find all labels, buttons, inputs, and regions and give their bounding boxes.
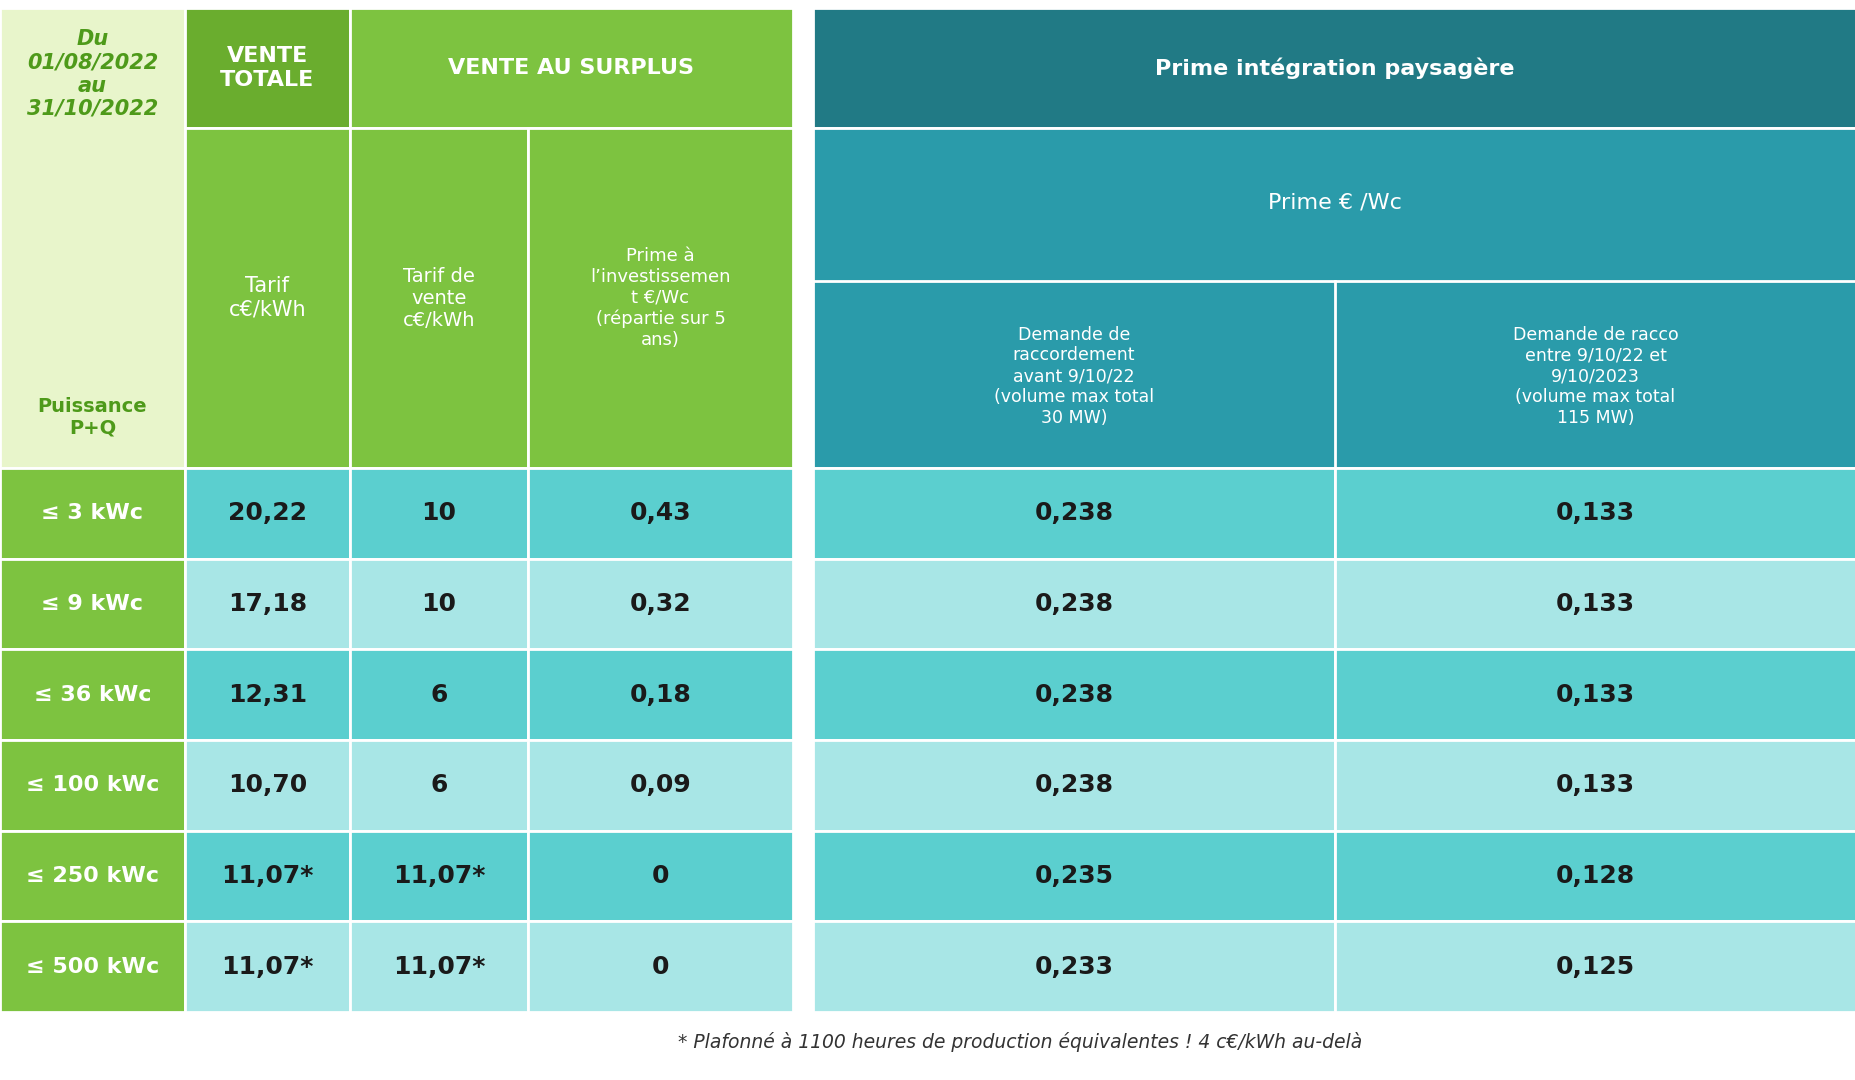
Text: 0,125: 0,125 xyxy=(1554,955,1634,978)
Bar xyxy=(812,831,1334,921)
Bar xyxy=(1334,468,1855,558)
Text: 0: 0 xyxy=(651,955,670,978)
Bar xyxy=(0,8,186,468)
Text: 11,07*: 11,07* xyxy=(393,955,484,978)
Text: 0,133: 0,133 xyxy=(1554,592,1634,616)
Bar xyxy=(527,468,792,558)
Bar xyxy=(812,8,1855,129)
Text: Demande de racco
entre 9/10/22 et
9/10/2023
(volume max total
115 MW): Demande de racco entre 9/10/22 et 9/10/2… xyxy=(1512,325,1677,427)
Text: Du
01/08/2022
au
31/10/2022: Du 01/08/2022 au 31/10/2022 xyxy=(26,29,158,119)
Text: 0,32: 0,32 xyxy=(629,592,690,616)
Text: Tarif
c€/kWh: Tarif c€/kWh xyxy=(228,276,306,320)
Text: 0: 0 xyxy=(651,864,670,888)
Text: 0,233: 0,233 xyxy=(1033,955,1113,978)
Bar xyxy=(186,649,351,740)
Text: 11,07*: 11,07* xyxy=(221,864,313,888)
Bar xyxy=(1334,558,1855,649)
Bar xyxy=(351,740,527,831)
Text: 0,43: 0,43 xyxy=(629,501,690,525)
Bar xyxy=(0,740,186,831)
Text: 10: 10 xyxy=(421,592,456,616)
Bar xyxy=(527,740,792,831)
Bar xyxy=(812,558,1334,649)
Bar xyxy=(527,558,792,649)
Bar xyxy=(186,921,351,1012)
Text: * Plafonné à 1100 heures de production équivalentes ! 4 c€/kWh au-delà: * Plafonné à 1100 heures de production é… xyxy=(679,1032,1362,1052)
Bar xyxy=(186,558,351,649)
Bar xyxy=(1334,740,1855,831)
Bar xyxy=(186,740,351,831)
Text: VENTE AU SURPLUS: VENTE AU SURPLUS xyxy=(449,58,694,78)
Bar xyxy=(812,129,1855,468)
Bar xyxy=(1334,921,1855,1012)
Bar xyxy=(351,921,527,1012)
Text: 6: 6 xyxy=(430,773,447,797)
Text: Tarif de
vente
c€/kWh: Tarif de vente c€/kWh xyxy=(403,267,475,329)
Bar xyxy=(0,831,186,921)
Bar xyxy=(0,649,186,740)
Bar xyxy=(186,831,351,921)
Text: 0,238: 0,238 xyxy=(1033,592,1113,616)
Bar xyxy=(186,468,351,558)
Bar xyxy=(0,468,186,558)
Bar xyxy=(527,649,792,740)
Text: VENTE
TOTALE: VENTE TOTALE xyxy=(221,46,315,90)
Bar xyxy=(1334,831,1855,921)
Text: 0,238: 0,238 xyxy=(1033,773,1113,797)
Text: 11,07*: 11,07* xyxy=(393,864,484,888)
Text: 0,238: 0,238 xyxy=(1033,683,1113,706)
Bar xyxy=(812,921,1334,1012)
Bar xyxy=(0,558,186,649)
Text: 12,31: 12,31 xyxy=(228,683,306,706)
Text: 20,22: 20,22 xyxy=(228,501,306,525)
Bar xyxy=(351,129,527,468)
Text: 0,128: 0,128 xyxy=(1554,864,1634,888)
Text: 0,238: 0,238 xyxy=(1033,501,1113,525)
Text: Demande de
raccordement
avant 9/10/22
(volume max total
30 MW): Demande de raccordement avant 9/10/22 (v… xyxy=(994,325,1154,427)
Text: 0,18: 0,18 xyxy=(629,683,692,706)
Text: 0,133: 0,133 xyxy=(1554,501,1634,525)
Text: 0,235: 0,235 xyxy=(1033,864,1113,888)
Text: 6: 6 xyxy=(430,683,447,706)
Text: Puissance
P+Q: Puissance P+Q xyxy=(37,396,147,437)
Bar xyxy=(351,649,527,740)
Text: Prime € /Wc: Prime € /Wc xyxy=(1267,193,1401,213)
Text: Prime intégration paysagère: Prime intégration paysagère xyxy=(1154,57,1514,79)
Text: Prime à
l’investissemen
t €/Wc
(répartie sur 5
ans): Prime à l’investissemen t €/Wc (répartie… xyxy=(590,247,731,349)
Bar xyxy=(812,649,1334,740)
Bar xyxy=(527,921,792,1012)
Text: ≤ 500 kWc: ≤ 500 kWc xyxy=(26,957,160,976)
Text: 10,70: 10,70 xyxy=(228,773,306,797)
Bar xyxy=(351,831,527,921)
Text: 0,09: 0,09 xyxy=(629,773,692,797)
Bar xyxy=(1334,649,1855,740)
Bar xyxy=(812,468,1334,558)
Bar xyxy=(351,468,527,558)
Text: ≤ 9 kWc: ≤ 9 kWc xyxy=(41,594,143,615)
Bar xyxy=(812,740,1334,831)
Text: ≤ 3 kWc: ≤ 3 kWc xyxy=(41,503,143,524)
Bar xyxy=(186,8,351,129)
Bar xyxy=(527,831,792,921)
Bar xyxy=(186,129,351,468)
Bar xyxy=(527,129,792,468)
Text: 0,133: 0,133 xyxy=(1554,773,1634,797)
Text: ≤ 36 kWc: ≤ 36 kWc xyxy=(33,685,150,704)
Text: 0,133: 0,133 xyxy=(1554,683,1634,706)
Text: 10: 10 xyxy=(421,501,456,525)
Text: 11,07*: 11,07* xyxy=(221,955,313,978)
Bar xyxy=(351,8,792,129)
Text: ≤ 100 kWc: ≤ 100 kWc xyxy=(26,775,160,795)
Text: 17,18: 17,18 xyxy=(228,592,306,616)
Bar xyxy=(0,921,186,1012)
Bar xyxy=(351,558,527,649)
Text: ≤ 250 kWc: ≤ 250 kWc xyxy=(26,866,160,886)
